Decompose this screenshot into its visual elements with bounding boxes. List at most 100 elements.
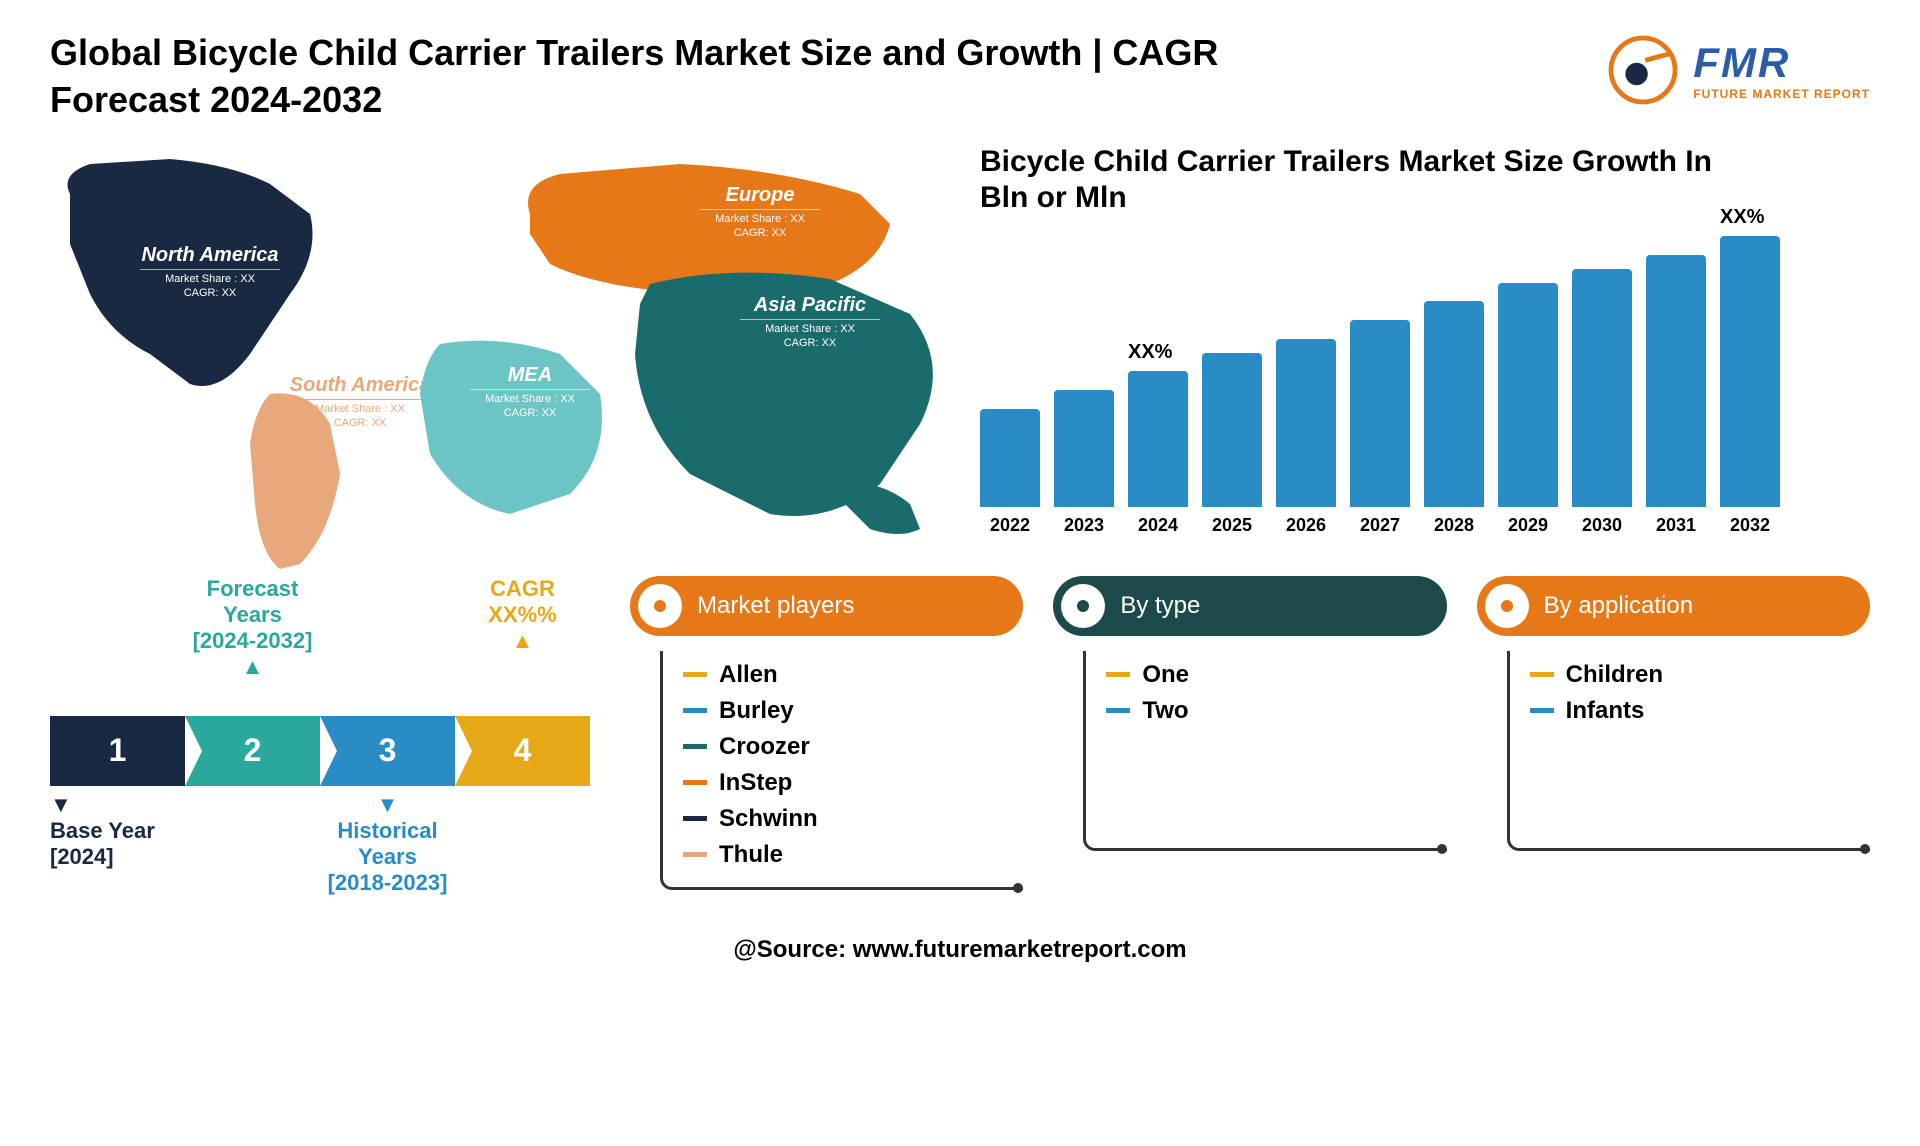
market-players-col: Market players Allen Burley Croozer InStep S… [630,576,1023,890]
by-type-col: By type One Two [1053,576,1446,890]
bar-year-label: 2029 [1508,515,1548,536]
source-text: @Source: www.futuremarketreport.com [50,936,1870,964]
logo-sub-text: FUTURE MARKET REPORT [1693,87,1870,101]
bar-wrap: XX% 2024 [1128,371,1188,535]
timeline: Forecast Years [2024-2032] ▲ CAGR XX%% ▲… [50,576,590,896]
bar-wrap: 2028 [1424,301,1484,535]
category-label: One [1142,661,1189,689]
category-marker [1530,672,1554,677]
ap-name: Asia Pacific [740,294,880,317]
type-title: By type [1120,592,1200,620]
bar-year-label: 2031 [1656,515,1696,536]
bar-year-label: 2030 [1582,515,1622,536]
bar-wrap: 2029 [1498,283,1558,536]
category-item: Thule [683,841,1023,869]
page-title: Global Bicycle Child Carrier Trailers Ma… [50,30,1250,124]
category-label: Allen [719,661,778,689]
bar [1276,339,1336,507]
category-marker [683,816,707,821]
bar-annotation: XX% [1128,341,1172,364]
eu-share: Market Share : XX [700,212,820,226]
forecast-range: [2024-2032] [185,628,320,654]
bar: XX% [1720,236,1780,507]
players-list: Allen Burley Croozer InStep Schwinn Thule [660,651,1023,890]
category-label: InStep [719,769,792,797]
category-label: Children [1566,661,1663,689]
category-marker [683,708,707,713]
category-label: Croozer [719,733,810,761]
category-marker [683,672,707,677]
mea-share: Market Share : XX [470,392,590,406]
bar-year-label: 2023 [1064,515,1104,536]
category-label: Infants [1566,697,1645,725]
category-item: Schwinn [683,805,1023,833]
cagr-value: XX%% [455,602,590,628]
bar-annotation: XX% [1720,206,1764,229]
bar [1572,269,1632,507]
ap-cagr: CAGR: XX [740,336,880,350]
bar-wrap: 2025 [1202,353,1262,536]
header: Global Bicycle Child Carrier Trailers Ma… [50,30,1870,124]
bar [1424,301,1484,506]
category-marker [1106,708,1130,713]
tl-seg-2: 2 [185,716,320,786]
category-label: Burley [719,697,794,725]
forecast-label: Forecast Years [185,576,320,628]
bar-wrap: 2026 [1276,339,1336,536]
category-marker [683,852,707,857]
app-title: By application [1544,592,1693,620]
type-list: One Two [1083,651,1446,851]
bar [1498,283,1558,507]
na-cagr: CAGR: XX [140,286,280,300]
bar [1202,353,1262,507]
category-marker [683,780,707,785]
bar [1054,390,1114,507]
bar-wrap: 2030 [1572,269,1632,536]
categories: Market players Allen Burley Croozer InStep S… [630,576,1870,890]
tl-seg-4: 4 [455,716,590,786]
bar-year-label: 2024 [1138,515,1178,536]
bar-year-label: 2028 [1434,515,1474,536]
bar-wrap: 2031 [1646,255,1706,536]
players-title: Market players [697,592,854,620]
mea-shape [400,324,630,524]
category-label: Schwinn [719,805,818,833]
by-application-col: By application Children Infants [1477,576,1870,890]
bar-wrap: 2027 [1350,320,1410,536]
bar-wrap: 2022 [980,409,1040,536]
hist-label: Historical Years [320,818,455,870]
category-item: Croozer [683,733,1023,761]
bar-chart: 2022 2023 XX% 2024 2025 2026 2027 2028 2029 2030 2… [980,236,1870,536]
mea-cagr: CAGR: XX [470,406,590,420]
category-item: Infants [1530,697,1870,725]
mea-name: MEA [470,364,590,387]
category-item: One [1106,661,1446,689]
category-label: Two [1142,697,1188,725]
bar-year-label: 2025 [1212,515,1252,536]
category-item: Children [1530,661,1870,689]
bar-year-label: 2022 [990,515,1030,536]
world-map: North America Market Share : XX CAGR: XX… [50,144,940,524]
base-label: Base Year [50,818,185,844]
ap-share: Market Share : XX [740,322,880,336]
logo-fmr-text: FMR [1693,39,1870,87]
category-item: Allen [683,661,1023,689]
logo: FMR FUTURE MARKET REPORT [1603,30,1870,110]
bar: XX% [1128,371,1188,506]
bar [1646,255,1706,507]
bar-wrap: 2023 [1054,390,1114,536]
bar-chart-section: Bicycle Child Carrier Trailers Market Si… [980,144,1870,536]
base-range: [2024] [50,844,185,870]
eu-name: Europe [700,184,820,207]
bar-year-label: 2026 [1286,515,1326,536]
na-name: North America [140,244,280,267]
category-item: Two [1106,697,1446,725]
na-share: Market Share : XX [140,272,280,286]
bar-year-label: 2032 [1730,515,1770,536]
category-marker [1530,708,1554,713]
bar-year-label: 2027 [1360,515,1400,536]
timeline-bar: 1 2 3 4 [50,716,590,786]
application-list: Children Infants [1507,651,1870,851]
category-label: Thule [719,841,783,869]
category-item: Burley [683,697,1023,725]
